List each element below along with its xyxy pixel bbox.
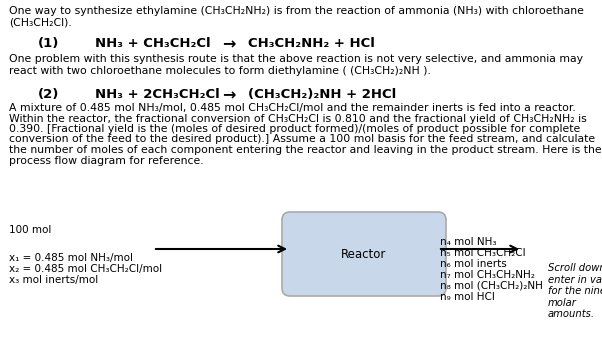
- Text: n₄ mol NH₃: n₄ mol NH₃: [440, 237, 497, 247]
- Text: 0.390. [Fractional yield is the (moles of desired product formed)/(moles of prod: 0.390. [Fractional yield is the (moles o…: [9, 124, 580, 134]
- Text: conversion of the feed to the desired product).] Assume a 100 mol basis for the : conversion of the feed to the desired pr…: [9, 135, 595, 145]
- Text: One way to synthesize ethylamine (CH₃CH₂NH₂) is from the reaction of ammonia (NH: One way to synthesize ethylamine (CH₃CH₂…: [9, 6, 584, 27]
- Text: →: →: [222, 37, 235, 52]
- Text: →: →: [222, 88, 235, 103]
- Text: 100 mol: 100 mol: [9, 225, 51, 235]
- Text: NH₃ + CH₃CH₂Cl: NH₃ + CH₃CH₂Cl: [95, 37, 211, 50]
- Text: Within the reactor, the fractional conversion of CH₃CH₂Cl is 0.810 and the fract: Within the reactor, the fractional conve…: [9, 114, 587, 124]
- Text: x₂ = 0.485 mol CH₃CH₂Cl/mol: x₂ = 0.485 mol CH₃CH₂Cl/mol: [9, 264, 162, 274]
- Text: n₅ mol CH₃CH₂Cl: n₅ mol CH₃CH₂Cl: [440, 248, 526, 258]
- Text: the number of moles of each component entering the reactor and leaving in the pr: the number of moles of each component en…: [9, 145, 601, 155]
- Text: Reactor: Reactor: [341, 247, 386, 261]
- Text: NH₃ + 2CH₃CH₂Cl: NH₃ + 2CH₃CH₂Cl: [95, 88, 220, 101]
- Text: x₁ = 0.485 mol NH₃/mol: x₁ = 0.485 mol NH₃/mol: [9, 253, 133, 263]
- Text: x₃ mol inerts/mol: x₃ mol inerts/mol: [9, 275, 98, 285]
- Text: (2): (2): [38, 88, 60, 101]
- Text: A mixture of 0.485 mol NH₃/mol, 0.485 mol CH₃CH₂Cl/mol and the remainder inerts : A mixture of 0.485 mol NH₃/mol, 0.485 mo…: [9, 103, 576, 113]
- Text: CH₃CH₂NH₂ + HCl: CH₃CH₂NH₂ + HCl: [248, 37, 375, 50]
- Text: n₇ mol CH₃CH₂NH₂: n₇ mol CH₃CH₂NH₂: [440, 270, 535, 280]
- Text: n₆ mol inerts: n₆ mol inerts: [440, 259, 507, 269]
- Text: process flow diagram for reference.: process flow diagram for reference.: [9, 156, 203, 166]
- FancyBboxPatch shape: [282, 212, 446, 296]
- Text: One problem with this synthesis route is that the above reaction is not very sel: One problem with this synthesis route is…: [9, 54, 583, 76]
- Text: (CH₃CH₂)₂NH + 2HCl: (CH₃CH₂)₂NH + 2HCl: [248, 88, 396, 101]
- Text: n₈ mol (CH₃CH₂)₂NH: n₈ mol (CH₃CH₂)₂NH: [440, 281, 543, 291]
- Text: Scroll down to
enter in values
for the nine
molar
amounts.: Scroll down to enter in values for the n…: [548, 263, 602, 320]
- Text: (1): (1): [38, 37, 60, 50]
- Text: n₉ mol HCl: n₉ mol HCl: [440, 292, 495, 302]
